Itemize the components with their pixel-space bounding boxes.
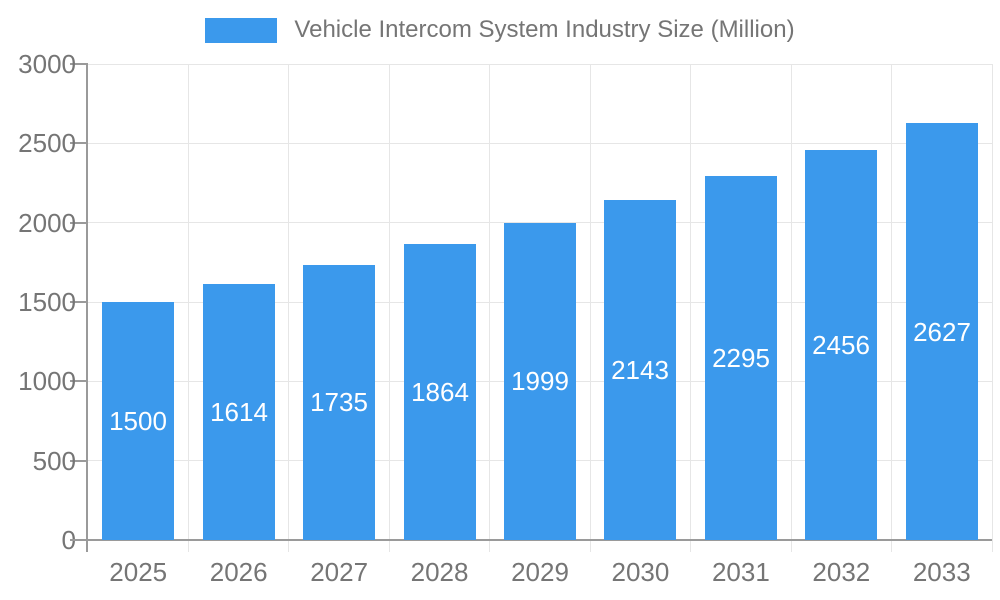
bar-value-label: 1735	[310, 387, 368, 417]
bar[interactable]	[102, 302, 174, 540]
y-axis-label: 1000	[18, 366, 76, 397]
x-axis-label: 2033	[912, 557, 971, 587]
y-axis-label: 0	[61, 525, 76, 555]
bar-value-label: 2456	[812, 330, 870, 360]
bar[interactable]	[504, 222, 576, 540]
y-axis-label: 2000	[18, 207, 76, 238]
bar-value-label: 1500	[109, 406, 167, 436]
x-axis-label: 2031	[711, 557, 770, 587]
x-gridline	[690, 64, 692, 552]
x-gridline	[991, 64, 993, 552]
x-axis-label: 2028	[410, 557, 469, 587]
bar-value-label: 2295	[712, 343, 770, 373]
bar[interactable]	[604, 199, 676, 540]
y-axis-tick	[70, 221, 88, 224]
x-gridline	[388, 64, 390, 552]
y-gridline	[88, 222, 992, 224]
x-gridline	[489, 64, 491, 552]
y-gridline	[88, 63, 992, 65]
x-axis-label: 2030	[611, 557, 670, 587]
y-axis-tick	[70, 301, 88, 303]
bar-value-label: 2627	[913, 317, 971, 347]
bar-value-label: 2143	[611, 355, 669, 385]
y-axis-label: 3000	[18, 49, 76, 79]
bar-value-label: 1999	[511, 366, 569, 396]
legend-swatch	[205, 17, 278, 43]
y-axis-line	[86, 64, 88, 552]
bar[interactable]	[404, 244, 476, 540]
x-gridline	[187, 64, 189, 552]
x-axis-line	[70, 539, 992, 541]
x-gridline	[790, 64, 792, 552]
x-gridline	[891, 64, 893, 552]
bar[interactable]	[805, 150, 877, 540]
bar[interactable]	[705, 175, 777, 540]
legend-label: Vehicle Intercom System Industry Size (M…	[294, 16, 795, 43]
x-axis-label: 2025	[109, 557, 168, 587]
y-axis-label: 2500	[18, 128, 76, 159]
x-axis-label: 2029	[511, 557, 569, 587]
bar[interactable]	[203, 283, 275, 540]
x-gridline	[589, 64, 591, 552]
bar[interactable]	[906, 123, 978, 540]
y-axis-tick	[70, 63, 88, 65]
x-axis-label: 2032	[812, 557, 871, 587]
y-axis-tick	[70, 459, 88, 462]
x-axis-label: 2026	[209, 557, 268, 587]
y-gridline	[88, 142, 992, 144]
y-axis-tick	[70, 380, 88, 383]
bar[interactable]	[303, 264, 375, 540]
bar-value-label: 1864	[411, 377, 469, 407]
y-axis-label: 1500	[18, 287, 76, 317]
chart-legend[interactable]: Vehicle Intercom System Industry Size (M…	[0, 16, 1000, 44]
x-axis-label: 2027	[310, 557, 369, 587]
x-gridline	[288, 64, 290, 552]
y-axis-tick	[70, 142, 88, 145]
bar-value-label: 1614	[210, 397, 268, 427]
y-axis-label: 500	[32, 445, 76, 476]
